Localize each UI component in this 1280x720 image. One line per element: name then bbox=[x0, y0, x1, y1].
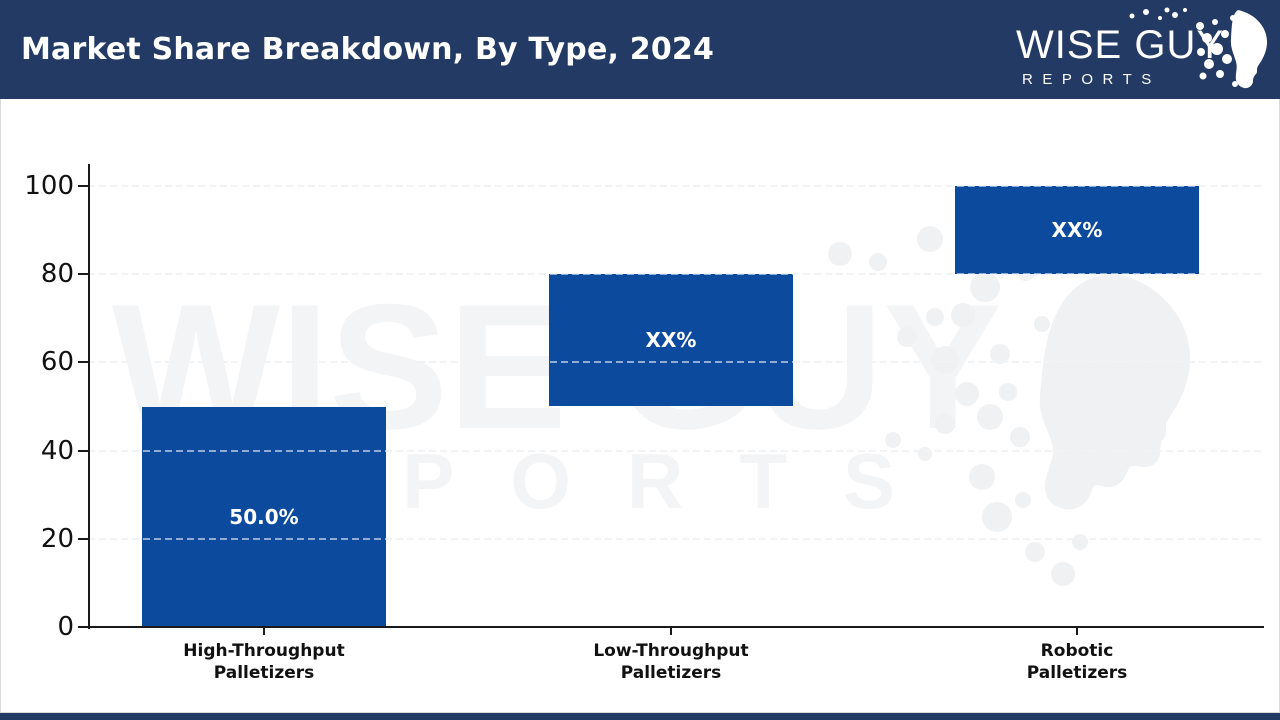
y-tick bbox=[78, 361, 88, 364]
bar bbox=[955, 186, 1199, 275]
left-border-line bbox=[0, 99, 1, 712]
x-tick bbox=[670, 628, 672, 635]
logo-dots bbox=[1129, 7, 1238, 87]
logo-wordmark: WISE GUY bbox=[1016, 23, 1224, 67]
y-tick-label: 20 bbox=[40, 523, 74, 554]
x-category-label: Robotic Palletizers bbox=[1026, 641, 1128, 683]
y-tick-label: 80 bbox=[40, 259, 74, 290]
x-axis-line bbox=[88, 626, 1264, 628]
y-tick-label: 0 bbox=[57, 612, 74, 642]
x-tick bbox=[263, 628, 265, 635]
bar bbox=[549, 274, 793, 407]
logo-face-icon bbox=[1230, 10, 1268, 89]
x-category-label: High-Throughput Palletizers bbox=[183, 641, 345, 683]
footer-band bbox=[0, 713, 1280, 720]
footer-hairline bbox=[0, 712, 1280, 713]
x-category-label: Low-Throughput Palletizers bbox=[593, 641, 749, 683]
logo-subtitle: REPORTS bbox=[1022, 71, 1161, 88]
gridline-overlay bbox=[88, 449, 1264, 452]
y-tick bbox=[78, 273, 88, 276]
y-tick-label: 40 bbox=[40, 435, 74, 466]
bar-value-label: 50.0% bbox=[229, 504, 299, 529]
wise-guy-reports-logo: WISE GUY REPORTS bbox=[1016, 7, 1268, 89]
y-tick bbox=[78, 449, 88, 452]
y-tick-label: 60 bbox=[40, 347, 74, 378]
y-tick bbox=[78, 537, 88, 540]
bar-value-label: XX% bbox=[1051, 218, 1103, 243]
y-axis-line bbox=[88, 164, 90, 629]
chart-title: Market Share Breakdown, By Type, 2024 bbox=[21, 32, 715, 67]
gridline-overlay bbox=[88, 185, 1264, 187]
x-tick bbox=[1076, 628, 1078, 635]
y-tick bbox=[78, 185, 88, 187]
gridline-overlay bbox=[88, 273, 1264, 276]
y-tick-label: 100 bbox=[24, 171, 74, 201]
gridline-overlay bbox=[88, 537, 1264, 540]
header-band: Market Share Breakdown, By Type, 2024 WI… bbox=[0, 0, 1280, 99]
gridline-overlay bbox=[88, 361, 1264, 364]
y-tick bbox=[78, 626, 88, 628]
bar-value-label: XX% bbox=[645, 328, 697, 353]
bar bbox=[142, 406, 386, 627]
